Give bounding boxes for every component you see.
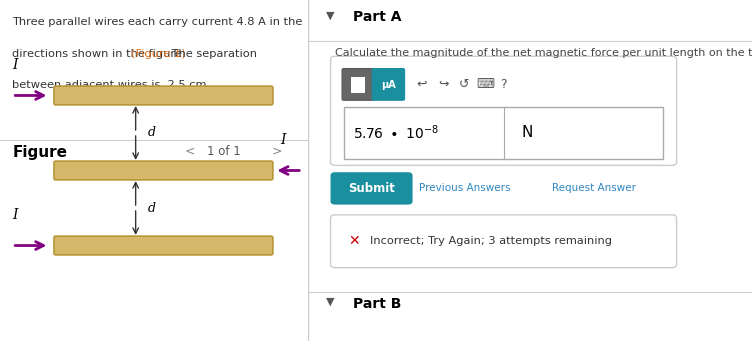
Text: between adjacent wires is  2.5 cm.: between adjacent wires is 2.5 cm.	[12, 80, 211, 90]
FancyBboxPatch shape	[342, 69, 374, 100]
Text: Part B: Part B	[353, 297, 401, 311]
Text: Figure: Figure	[12, 145, 68, 160]
FancyBboxPatch shape	[54, 161, 273, 180]
FancyBboxPatch shape	[372, 69, 405, 100]
Text: Previous Answers: Previous Answers	[420, 183, 511, 193]
Text: <: <	[185, 145, 196, 158]
Text: ?: ?	[500, 78, 507, 91]
Text: (Figure 1): (Figure 1)	[131, 49, 185, 59]
Text: Submit: Submit	[348, 182, 396, 195]
FancyBboxPatch shape	[331, 215, 677, 268]
Text: $5.76\ \bullet\ 10^{-8}$: $5.76\ \bullet\ 10^{-8}$	[353, 123, 439, 142]
Text: Calculate the magnitude of the net magnetic force per unit length on the top wir: Calculate the magnitude of the net magne…	[335, 48, 752, 58]
Text: Three parallel wires each carry current 4.8 A in the: Three parallel wires each carry current …	[12, 17, 303, 27]
FancyBboxPatch shape	[54, 236, 273, 255]
Text: Incorrect; Try Again; 3 attempts remaining: Incorrect; Try Again; 3 attempts remaini…	[371, 236, 612, 246]
FancyBboxPatch shape	[351, 77, 365, 93]
Text: Request Answer: Request Answer	[552, 183, 636, 193]
Text: d: d	[148, 202, 156, 214]
Text: N: N	[521, 125, 532, 140]
FancyBboxPatch shape	[54, 86, 273, 105]
Text: ↩: ↩	[416, 78, 426, 91]
Text: ⌨: ⌨	[476, 78, 494, 91]
Text: ✕: ✕	[348, 234, 360, 248]
Text: I: I	[12, 58, 18, 72]
Text: I: I	[12, 208, 18, 222]
FancyBboxPatch shape	[331, 56, 677, 165]
Text: ▼: ▼	[326, 10, 335, 20]
FancyBboxPatch shape	[331, 172, 413, 205]
Text: 1 of 1: 1 of 1	[207, 145, 241, 158]
Text: ▼: ▼	[326, 297, 335, 307]
Text: d: d	[148, 127, 156, 139]
Text: directions shown in the figure.: directions shown in the figure.	[12, 49, 190, 59]
Text: ↺: ↺	[459, 78, 470, 91]
Text: >: >	[271, 145, 282, 158]
Text: μA: μA	[381, 79, 396, 90]
Text: ↪: ↪	[438, 78, 449, 91]
Text: I: I	[280, 133, 286, 147]
Text: The separation: The separation	[168, 49, 256, 59]
FancyBboxPatch shape	[344, 107, 663, 159]
Text: Part A: Part A	[353, 10, 401, 24]
